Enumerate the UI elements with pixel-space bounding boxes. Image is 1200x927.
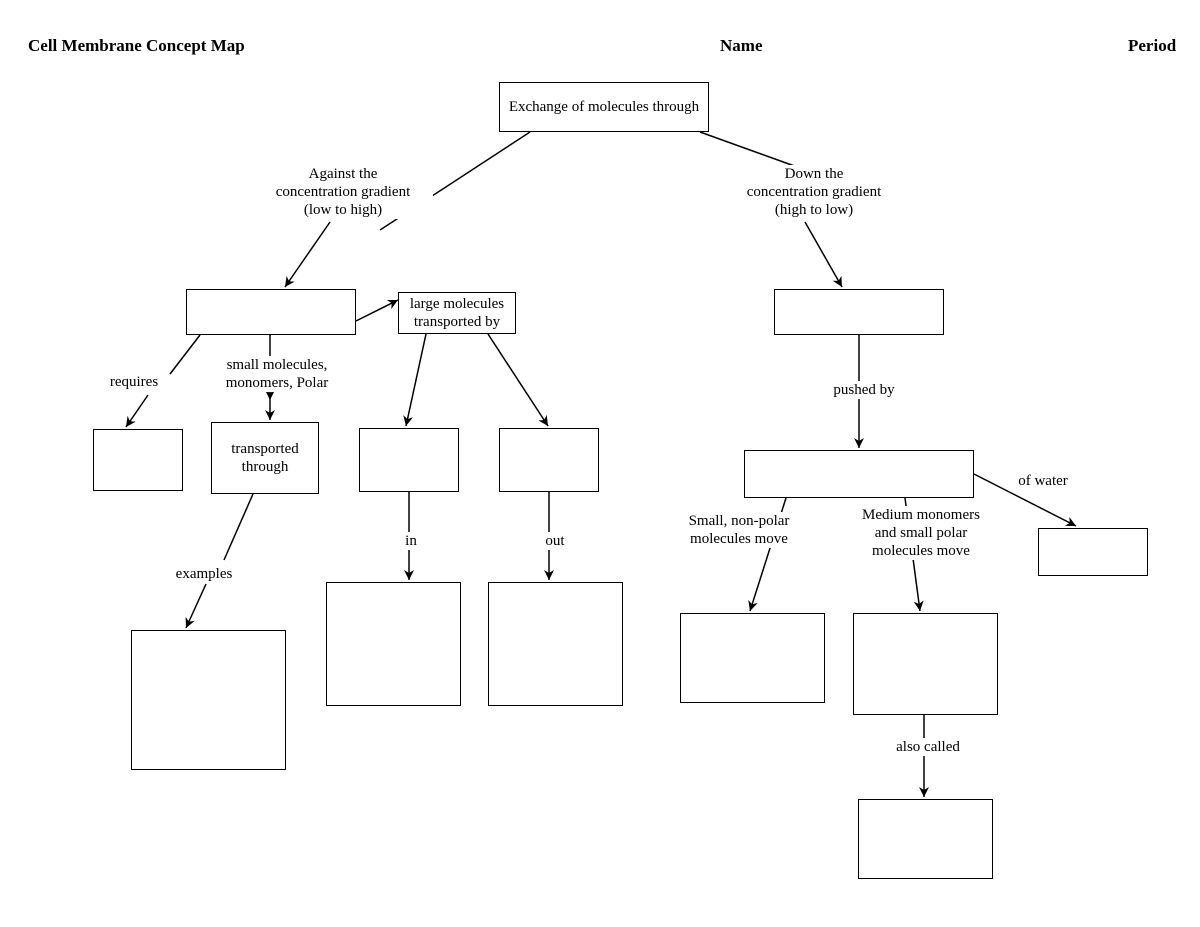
label-medium-monomers: Medium monomersand small polarmolecules … (846, 506, 996, 560)
label-out: out (540, 532, 570, 550)
label-against: Against theconcentration gradient(low to… (253, 165, 433, 219)
node-medium-monomers (853, 613, 998, 715)
node-left1 (186, 289, 356, 335)
node-in-small (359, 428, 459, 492)
node-right1 (774, 289, 944, 335)
label-pushed-by: pushed by (824, 381, 904, 399)
node-in-big (326, 582, 461, 706)
node-water-box (1038, 528, 1148, 576)
label-examples: examples (169, 565, 239, 583)
node-small-nonpolar (680, 613, 825, 703)
node-pushed-box (744, 450, 974, 498)
node-out-big (488, 582, 623, 706)
label-of-water: of water (1008, 472, 1078, 490)
name-label: Name (720, 36, 762, 56)
node-large-molecules: large molecules transported by (398, 292, 516, 334)
label-in: in (401, 532, 421, 550)
label-also-called: also called (888, 738, 968, 756)
period-label: Period (1128, 36, 1176, 56)
node-also-called-box (858, 799, 993, 879)
label-small-nonpolar: Small, non-polarmolecules move (674, 512, 804, 548)
node-requires-box (93, 429, 183, 491)
node-root: Exchange of molecules through (499, 82, 709, 132)
node-examples-box (131, 630, 286, 770)
label-requires: requires (104, 373, 164, 391)
title-text: Cell Membrane Concept Map (28, 36, 245, 56)
label-small-molecules: small molecules,monomers, Polar (212, 356, 342, 392)
node-out-small (499, 428, 599, 492)
label-down: Down theconcentration gradient(high to l… (724, 165, 904, 219)
node-transported-through: transported through (211, 422, 319, 494)
